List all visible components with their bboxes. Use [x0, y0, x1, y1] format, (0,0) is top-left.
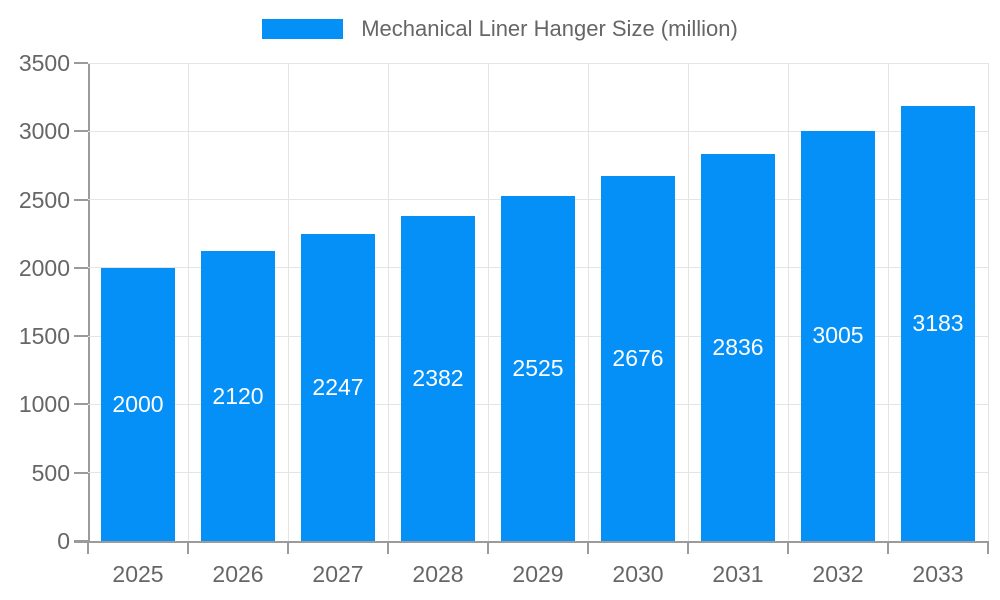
y-tick-mark [74, 540, 88, 542]
x-tick-mark [487, 541, 489, 554]
x-tick-label: 2031 [712, 561, 764, 587]
x-tick-label: 2025 [112, 561, 164, 587]
x-tick-label: 2030 [612, 561, 664, 587]
x-tick-mark [387, 541, 389, 554]
y-tick-mark [74, 403, 88, 406]
y-tick-label: 3500 [18, 50, 70, 76]
x-gridline [387, 63, 389, 541]
y-tick-mark [74, 130, 88, 133]
bar-2032: 3005 [801, 130, 875, 541]
x-tick-label: 2027 [312, 561, 364, 587]
x-tick-label: 2032 [812, 561, 864, 587]
x-axis-line [74, 541, 988, 543]
bar-value-label: 2247 [312, 374, 364, 401]
bar-2031: 2836 [701, 153, 775, 541]
x-gridline [987, 63, 989, 541]
bar-value-label: 3183 [912, 310, 964, 337]
y-tick-label: 500 [31, 459, 70, 486]
bar-2026: 2120 [201, 251, 275, 541]
y-axis-line [88, 63, 90, 541]
bar-value-label: 3005 [812, 322, 864, 349]
bar-value-label: 2525 [512, 355, 564, 382]
y-tick-mark [74, 266, 88, 269]
y-tick-label: 1500 [18, 323, 70, 350]
y-gridline [88, 130, 988, 132]
y-tick-mark [74, 62, 88, 64]
bar-2033: 3183 [901, 106, 975, 541]
bar-2030: 2676 [601, 175, 675, 541]
x-tick-mark [187, 541, 189, 554]
bar-2027: 2247 [301, 234, 375, 541]
x-gridline [187, 63, 189, 541]
legend-label: Mechanical Liner Hanger Size (million) [361, 16, 738, 41]
x-tick-mark [887, 541, 889, 554]
x-gridline [587, 63, 589, 541]
x-tick-label: 2033 [912, 561, 964, 587]
x-gridline [287, 63, 289, 541]
bar-value-label: 2120 [212, 382, 264, 409]
y-tick-label: 3000 [18, 118, 70, 145]
x-gridline [687, 63, 689, 541]
bar-value-label: 2836 [712, 333, 764, 360]
x-tick-mark [287, 541, 289, 554]
y-tick-label: 1000 [18, 391, 70, 418]
legend-swatch [262, 19, 344, 39]
x-gridline [487, 63, 489, 541]
x-tick-label: 2028 [412, 561, 464, 587]
x-tick-mark [987, 541, 989, 554]
x-tick-label: 2029 [512, 561, 564, 587]
bar-value-label: 2000 [112, 390, 164, 417]
bar-2028: 2382 [401, 215, 475, 541]
y-tick-label: 0 [57, 528, 70, 554]
x-gridline [887, 63, 889, 541]
y-gridline [88, 62, 988, 64]
bar-2025: 2000 [101, 267, 175, 541]
y-tick-label: 2500 [18, 186, 70, 213]
plot-area: 0 500 1000 1500 2000 2500 3000 3500 2025 2026 2027… [19, 50, 989, 587]
y-tick-mark [74, 335, 88, 338]
bar-2029: 2525 [501, 196, 575, 541]
bar-value-label: 2676 [612, 344, 664, 371]
y-tick-label: 2000 [18, 254, 70, 281]
y-tick-mark [74, 471, 88, 474]
legend-item[interactable]: Mechanical Liner Hanger Size (million) [0, 16, 1000, 42]
x-tick-mark [87, 541, 89, 554]
x-tick-mark [787, 541, 789, 554]
y-tick-mark [74, 198, 88, 201]
bar-value-label: 2382 [412, 364, 464, 391]
x-tick-mark [687, 541, 689, 554]
x-gridline [787, 63, 789, 541]
x-tick-mark [587, 541, 589, 554]
x-tick-label: 2026 [212, 561, 264, 587]
